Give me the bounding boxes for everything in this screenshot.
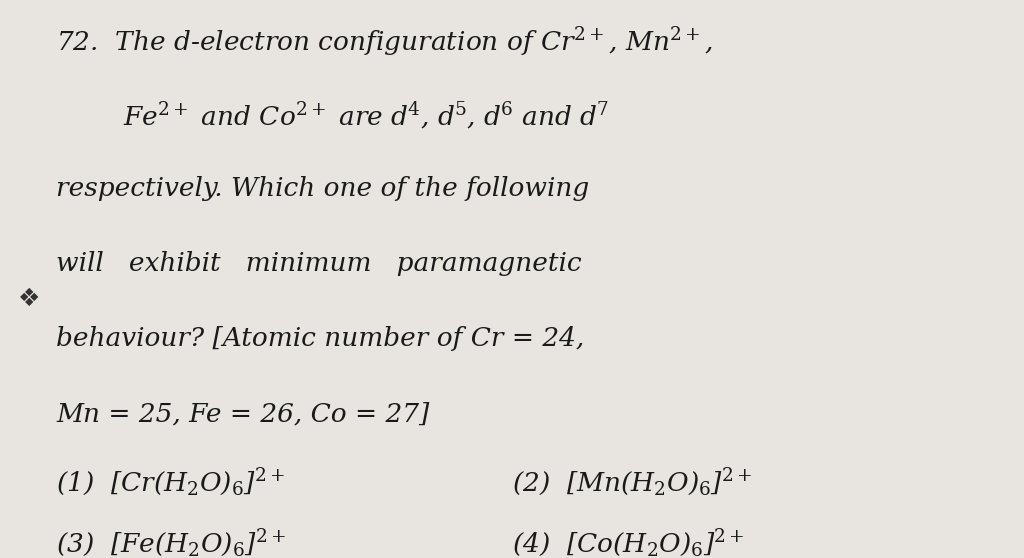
Text: 72.  The d-electron configuration of Cr$^{2+}$, Mn$^{2+}$,: 72. The d-electron configuration of Cr$^… [56, 25, 713, 59]
Text: behaviour? [Atomic number of Cr = 24,: behaviour? [Atomic number of Cr = 24, [56, 326, 585, 352]
Text: respectively. Which one of the following: respectively. Which one of the following [56, 176, 590, 201]
Text: (4)  [Co(H$_2$O)$_6$]$^{2+}$: (4) [Co(H$_2$O)$_6$]$^{2+}$ [512, 527, 744, 558]
Text: ❖: ❖ [17, 286, 40, 311]
Text: will   exhibit   minimum   paramagnetic: will exhibit minimum paramagnetic [56, 251, 582, 276]
Text: (3)  [Fe(H$_2$O)$_6$]$^{2+}$: (3) [Fe(H$_2$O)$_6$]$^{2+}$ [56, 527, 287, 558]
Text: Mn = 25, Fe = 26, Co = 27]: Mn = 25, Fe = 26, Co = 27] [56, 402, 430, 427]
Text: Fe$^{2+}$ and Co$^{2+}$ are d$^4$, d$^5$, d$^6$ and d$^7$: Fe$^{2+}$ and Co$^{2+}$ are d$^4$, d$^5$… [123, 100, 609, 131]
Text: (1)  [Cr(H$_2$O)$_6$]$^{2+}$: (1) [Cr(H$_2$O)$_6$]$^{2+}$ [56, 466, 286, 498]
Text: (2)  [Mn(H$_2$O)$_6$]$^{2+}$: (2) [Mn(H$_2$O)$_6$]$^{2+}$ [512, 466, 753, 498]
